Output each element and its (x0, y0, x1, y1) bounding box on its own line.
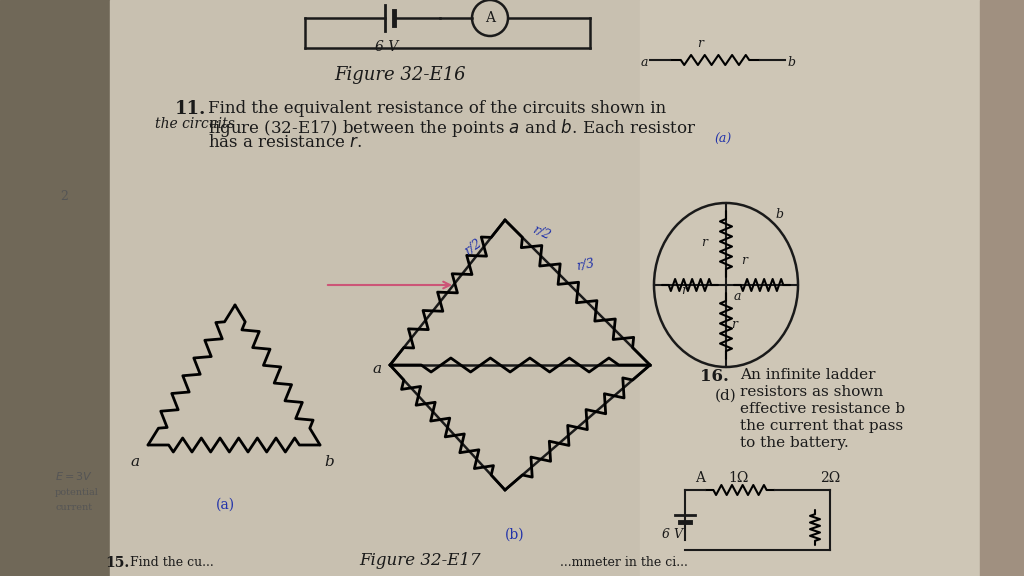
Text: A: A (695, 471, 705, 485)
Text: 2: 2 (60, 190, 68, 203)
Text: An infinite ladder: An infinite ladder (740, 368, 876, 382)
Text: current: current (55, 503, 92, 512)
Text: a: a (640, 56, 648, 70)
Bar (640, 0, 1024, 576)
Text: $E=3V$: $E=3V$ (55, 470, 93, 482)
Text: resistors as shown: resistors as shown (740, 385, 884, 399)
Bar (0, 0, 110, 576)
Text: 16.: 16. (700, 368, 729, 385)
Text: r: r (741, 253, 746, 267)
Text: A: A (485, 11, 495, 25)
Text: a: a (131, 455, 140, 469)
Text: (b): (b) (505, 528, 525, 542)
Text: (d): (d) (715, 389, 737, 403)
Text: r: r (697, 37, 703, 50)
Text: 15.: 15. (105, 556, 129, 570)
Text: a: a (734, 290, 741, 303)
Text: the circuits: the circuits (155, 117, 234, 131)
Text: b: b (775, 209, 783, 222)
Bar (110, 0, 640, 576)
Text: 1Ω: 1Ω (728, 471, 749, 485)
Text: a: a (373, 362, 382, 376)
Text: Figure 32-E17: Figure 32-E17 (359, 552, 481, 569)
Text: 2Ω: 2Ω (820, 471, 840, 485)
Text: r: r (681, 283, 687, 297)
Text: 11.: 11. (175, 100, 207, 118)
Text: figure (32-E17) between the points $a$ and $b$. Each resistor: figure (32-E17) between the points $a$ a… (208, 117, 696, 139)
Text: Find the cu...: Find the cu... (130, 556, 214, 569)
Text: Find the equivalent resistance of the circuits shown in: Find the equivalent resistance of the ci… (208, 100, 667, 117)
Text: b: b (324, 455, 334, 469)
Text: 6 V: 6 V (376, 40, 398, 54)
Text: ...mmeter in the ci...: ...mmeter in the ci... (560, 556, 688, 569)
Text: potential: potential (55, 488, 99, 497)
Text: b: b (787, 56, 795, 70)
Text: r: r (731, 319, 737, 332)
Text: the current that pass: the current that pass (740, 419, 903, 433)
Text: (a): (a) (215, 498, 234, 512)
Text: r/2: r/2 (462, 237, 484, 258)
Text: has a resistance $r$.: has a resistance $r$. (208, 134, 362, 151)
Bar (980, 0, 1024, 576)
Text: to the battery.: to the battery. (740, 436, 849, 450)
Text: Figure 32-E16: Figure 32-E16 (334, 66, 466, 84)
Text: 6 V: 6 V (662, 528, 683, 541)
Text: (a): (a) (715, 133, 731, 146)
Text: r/2: r/2 (530, 223, 552, 243)
Text: r: r (701, 237, 707, 249)
Text: r/3: r/3 (575, 257, 595, 273)
Text: effective resistance b: effective resistance b (740, 402, 905, 416)
